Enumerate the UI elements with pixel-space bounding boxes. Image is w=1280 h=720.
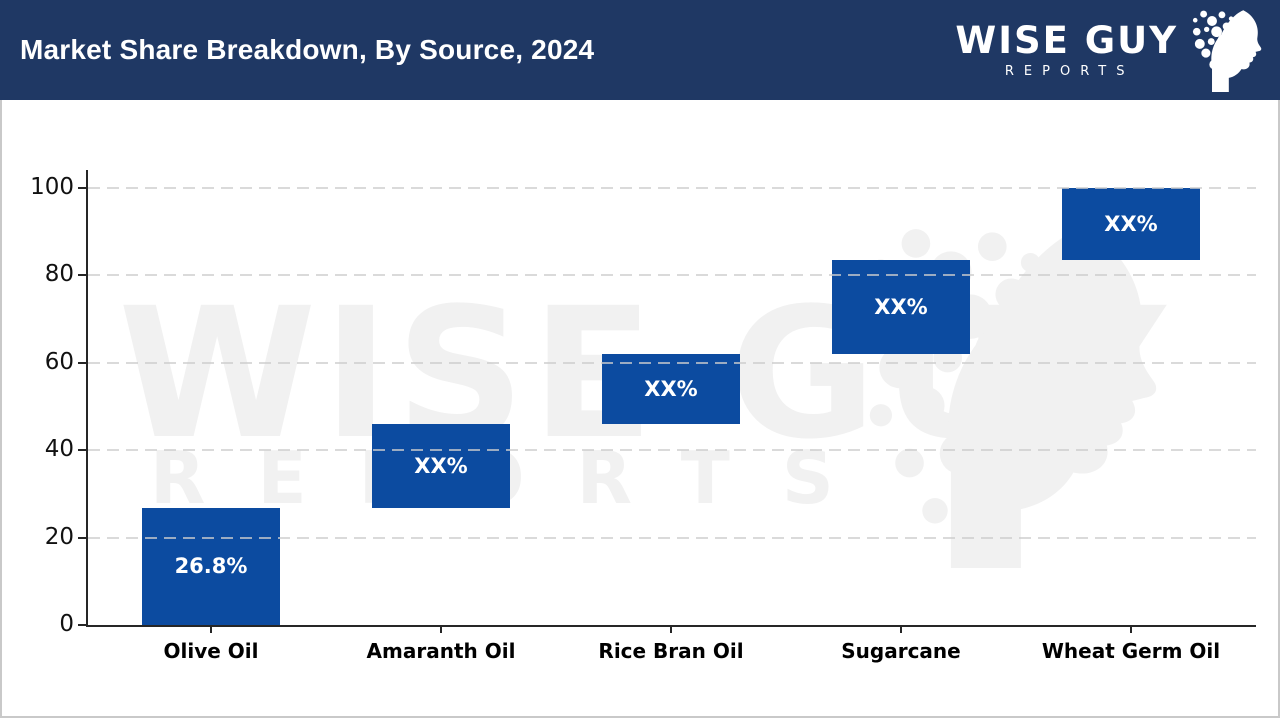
x-axis-tick xyxy=(210,627,212,633)
y-axis-tick-label: 20 xyxy=(44,523,74,550)
chart-title: Market Share Breakdown, By Source, 2024 xyxy=(20,34,595,65)
x-axis-tick xyxy=(440,627,442,633)
x-axis-tick xyxy=(900,627,902,633)
bar: XX% xyxy=(372,423,510,508)
gridline xyxy=(88,186,1256,189)
x-axis-category-label: Sugarcane xyxy=(841,639,961,663)
bar: XX% xyxy=(602,353,740,424)
x-axis-line xyxy=(86,625,1256,627)
y-axis-tick-label: 80 xyxy=(44,261,74,287)
y-axis-tick-label: 40 xyxy=(44,436,74,462)
y-axis-line xyxy=(86,170,88,627)
gridline xyxy=(88,449,1256,451)
logo-subtext: REPORTS xyxy=(1004,64,1135,79)
plot-area: 0 20 40 60 80 100 26.8% Olive Oil XX% Amaranth Oi… xyxy=(0,100,1280,718)
x-axis-tick xyxy=(670,627,672,633)
bar-value-label: XX% xyxy=(644,376,698,401)
y-axis-tick xyxy=(78,449,86,451)
y-axis-tick-label: 0 xyxy=(59,611,74,637)
y-axis-tick-label: 60 xyxy=(44,348,74,375)
bar-value-label: XX% xyxy=(414,453,468,478)
gridline xyxy=(88,274,1256,276)
x-axis-category-label: Amaranth Oil xyxy=(366,639,516,663)
y-axis-tick xyxy=(78,274,86,276)
bar: XX% xyxy=(1062,187,1200,260)
header-bar: Market Share Breakdown, By Source, 2024 … xyxy=(0,0,1280,100)
x-axis-category-label: Olive Oil xyxy=(163,639,259,663)
y-axis-tick xyxy=(78,536,86,539)
bar-value-label: XX% xyxy=(874,294,928,319)
y-axis-tick xyxy=(78,186,86,189)
logo-wordmark: WISE GUY xyxy=(955,19,1178,62)
logo-face-icon xyxy=(1192,10,1262,92)
wise-guy-reports-logo: WISE GUY REPORTS xyxy=(955,0,1266,100)
x-axis-category-label: Wheat Germ Oil xyxy=(1041,639,1221,663)
bar-value-label: XX% xyxy=(1104,211,1158,236)
bar: 26.8% xyxy=(142,507,280,625)
bar-value-label: 26.8% xyxy=(174,554,248,579)
y-axis-tick-label: 100 xyxy=(30,173,74,200)
x-axis-tick xyxy=(1130,627,1132,633)
watermark-face-icon xyxy=(869,227,1157,568)
y-axis-tick xyxy=(78,361,86,364)
x-axis-category-label: Rice Bran Oil xyxy=(598,639,744,663)
gridline xyxy=(88,361,1256,364)
gridline xyxy=(88,536,1256,539)
y-axis-tick xyxy=(78,624,86,626)
